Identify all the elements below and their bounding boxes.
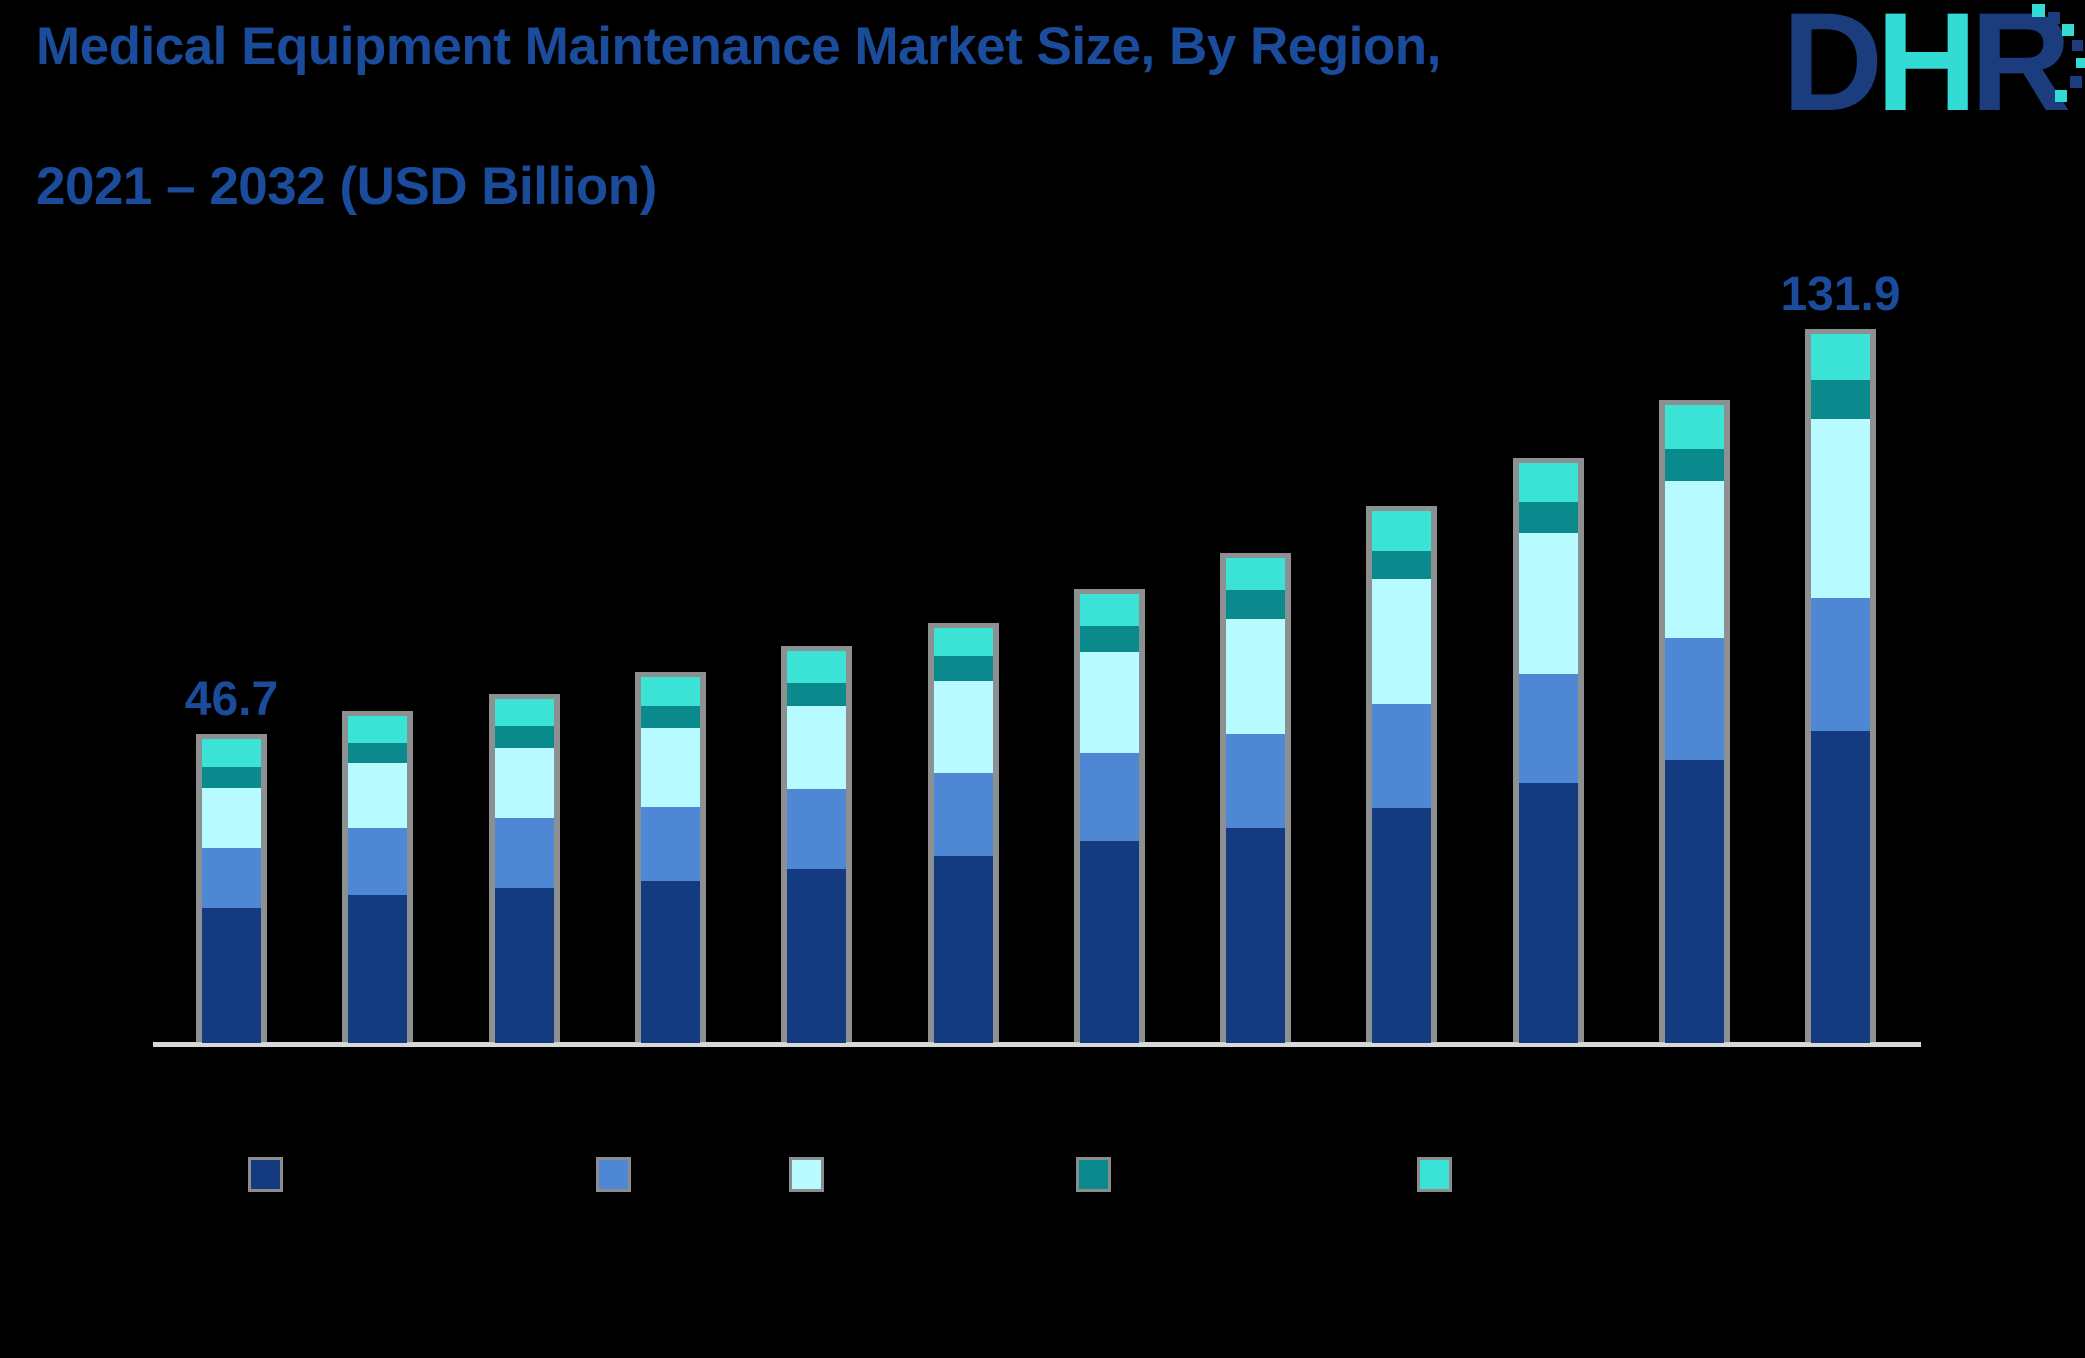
bar-2026-turquoise-top-segment [934, 628, 993, 656]
bar-2026-dark-teal-segment [934, 656, 993, 681]
logo-letter-h: H [1876, 0, 1977, 140]
bar-2030-turquoise-top-segment [1519, 463, 1578, 502]
logo-dot [2032, 4, 2045, 17]
bar-2026-navy-bottom-segment [934, 856, 993, 1043]
logo-dot [2048, 12, 2060, 24]
bar-2028 [1220, 553, 1291, 1043]
bar-2024 [635, 672, 706, 1043]
logo-dot [2055, 90, 2067, 102]
bar-2030-pale-cyan-segment [1519, 533, 1578, 674]
bar-2021-navy-bottom-segment [202, 908, 261, 1043]
bar-2023 [489, 694, 560, 1043]
bar-2032-navy-bottom-segment [1811, 731, 1870, 1043]
bar-2027-pale-cyan-segment [1080, 652, 1139, 753]
bar-2023-turquoise-top-segment [495, 699, 554, 726]
bar-2028-pale-cyan-segment [1226, 619, 1285, 734]
bar-2029-cornflower-segment [1372, 704, 1431, 808]
bar-2030-cornflower-segment [1519, 674, 1578, 783]
bar-2022-pale-cyan-segment [348, 763, 407, 828]
bar-2032 [1805, 329, 1876, 1043]
bar-2024-pale-cyan-segment [641, 728, 700, 807]
chart-title-line2: 2021 – 2032 (USD Billion) [36, 156, 657, 216]
bar-2022-navy-bottom-segment [348, 895, 407, 1043]
bar-2025-pale-cyan-segment [787, 706, 846, 789]
bar-2023-cornflower-segment [495, 818, 554, 888]
bar-2025 [781, 646, 852, 1043]
bar-2029-pale-cyan-segment [1372, 579, 1431, 704]
chart-title-line1: Medical Equipment Maintenance Market Siz… [36, 17, 1441, 76]
bar-2022 [342, 711, 413, 1043]
bar-2029-navy-bottom-segment [1372, 808, 1431, 1043]
bar-2021-pale-cyan-segment [202, 788, 261, 848]
bar-2030 [1513, 458, 1584, 1043]
bar-2025-dark-teal-segment [787, 683, 846, 706]
bar-2027-navy-bottom-segment [1080, 841, 1139, 1043]
bar-2031-turquoise-top-segment [1665, 405, 1724, 449]
bar-2027 [1074, 589, 1145, 1043]
bar-2032-cornflower-segment [1811, 598, 1870, 731]
bar-2025-cornflower-segment [787, 789, 846, 869]
bar-2031-navy-bottom-segment [1665, 760, 1724, 1043]
bar-2029-dark-teal-segment [1372, 551, 1431, 579]
bar-2028-dark-teal-segment [1226, 590, 1285, 619]
bar-2029-turquoise-top-segment [1372, 511, 1431, 551]
bar-2031-pale-cyan-segment [1665, 481, 1724, 638]
bar-2028-cornflower-segment [1226, 734, 1285, 828]
bar-2024-navy-bottom-segment [641, 881, 700, 1043]
x-axis-line [153, 1042, 1921, 1047]
bar-2027-dark-teal-segment [1080, 626, 1139, 652]
bar-2021 [196, 734, 267, 1043]
bar-2027-turquoise-top-segment [1080, 594, 1139, 626]
logo-dot [2070, 76, 2082, 88]
bar-2032-turquoise-top-segment [1811, 334, 1870, 380]
logo-dot [2072, 40, 2083, 51]
bar-2021-dark-teal-segment [202, 767, 261, 788]
bar-2031 [1659, 400, 1730, 1043]
bar-2025-turquoise-top-segment [787, 651, 846, 683]
bar-2032-pale-cyan-segment [1811, 419, 1870, 598]
bar-2025-navy-bottom-segment [787, 869, 846, 1043]
bar-2022-turquoise-top-segment [348, 716, 407, 743]
logo-dot [2076, 58, 2085, 68]
bar-2030-navy-bottom-segment [1519, 783, 1578, 1043]
bar-2026-pale-cyan-segment [934, 681, 993, 773]
bar-2024-dark-teal-segment [641, 706, 700, 728]
bar-2028-navy-bottom-segment [1226, 828, 1285, 1043]
bar-value-label-2021: 46.7 [184, 673, 279, 726]
bar-2024-turquoise-top-segment [641, 677, 700, 706]
bar-2032-dark-teal-segment [1811, 380, 1870, 419]
bar-2030-dark-teal-segment [1519, 502, 1578, 533]
bar-2023-dark-teal-segment [495, 726, 554, 748]
bar-2031-dark-teal-segment [1665, 449, 1724, 481]
bar-2029 [1366, 506, 1437, 1043]
logo-letter-d: D [1782, 0, 1883, 140]
bar-2031-cornflower-segment [1665, 638, 1724, 760]
bar-2021-turquoise-top-segment [202, 739, 261, 767]
dhr-logo: DHR [1782, 0, 2071, 132]
bar-2023-navy-bottom-segment [495, 888, 554, 1043]
chart-title: Medical Equipment Maintenance Market Siz… [36, 12, 1441, 222]
bar-2027-cornflower-segment [1080, 753, 1139, 841]
bar-2024-cornflower-segment [641, 807, 700, 881]
bar-2021-cornflower-segment [202, 848, 261, 908]
bar-2026-cornflower-segment [934, 773, 993, 856]
bar-2023-pale-cyan-segment [495, 748, 554, 818]
bar-2022-cornflower-segment [348, 828, 407, 895]
bar-2026 [928, 623, 999, 1043]
logo-dot [2062, 24, 2074, 36]
bar-2028-turquoise-top-segment [1226, 558, 1285, 590]
bar-value-label-2032: 131.9 [1780, 268, 1901, 321]
bar-2022-dark-teal-segment [348, 743, 407, 763]
